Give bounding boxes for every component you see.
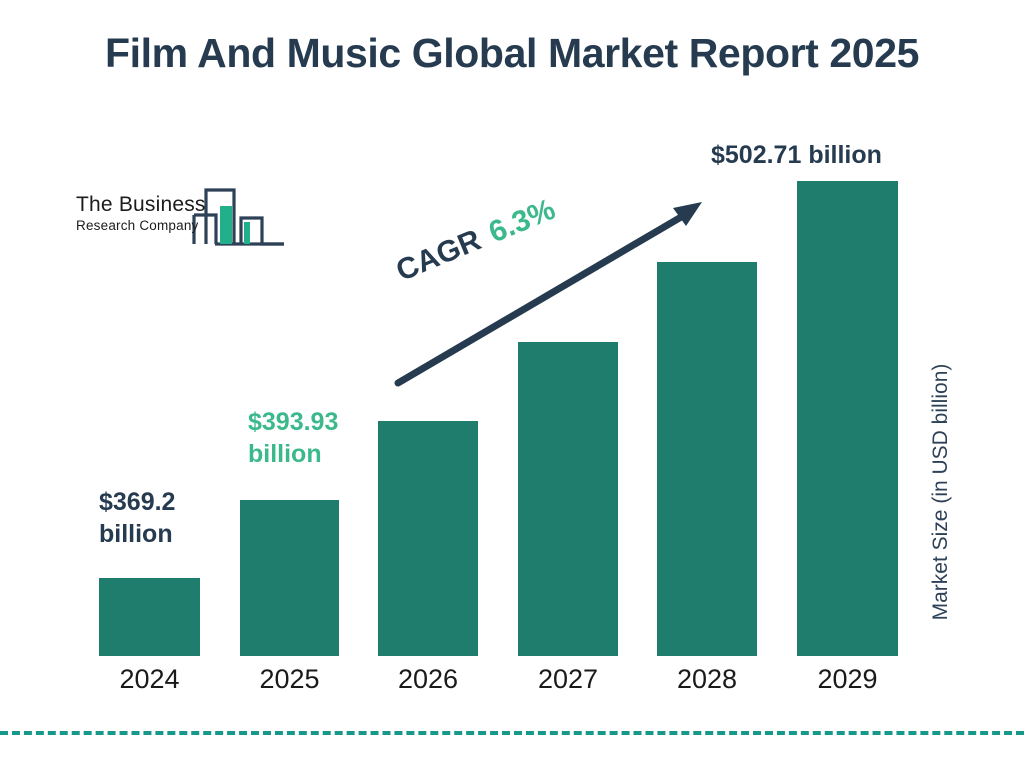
page-title: Film And Music Global Market Report 2025 [104, 30, 920, 76]
bar-2026[interactable] [378, 421, 478, 656]
x-axis-label-2026: 2026 [397, 664, 459, 694]
value-label-2029: $502.71 billion [711, 141, 882, 169]
footer-divider [0, 731, 1024, 735]
bar-2024[interactable] [99, 578, 200, 656]
cagr-value: 6.3% [484, 192, 561, 250]
bar-2025[interactable] [240, 500, 339, 656]
x-axis-label-2027: 2027 [537, 664, 599, 694]
y-axis-title: Market Size (in USD billion) [929, 363, 952, 621]
bar-2027[interactable] [518, 342, 618, 656]
logo-text: The Business Research Company [76, 194, 206, 233]
x-axis-label-2028: 2028 [676, 664, 738, 694]
cagr-label: CAGR [391, 223, 486, 288]
logo-line-secondary: Research Company [76, 218, 199, 233]
bar-2029[interactable] [797, 181, 898, 656]
x-axis-label-2029: 2029 [817, 664, 878, 694]
bar-2028[interactable] [657, 262, 757, 656]
x-axis-label-2025: 2025 [259, 664, 320, 694]
cagr-annotation: CAGR6.3% [391, 193, 560, 289]
bar-chart-skyline-logo-mark [192, 188, 284, 246]
value-label-2025: $393.93 billion [248, 408, 339, 468]
x-axis-label-2024: 2024 [119, 664, 180, 694]
value-label-2024: $369.2 billion [99, 488, 176, 548]
logo-line-primary: The Business [76, 193, 206, 216]
company-logo: The Business Research Company [74, 182, 286, 250]
